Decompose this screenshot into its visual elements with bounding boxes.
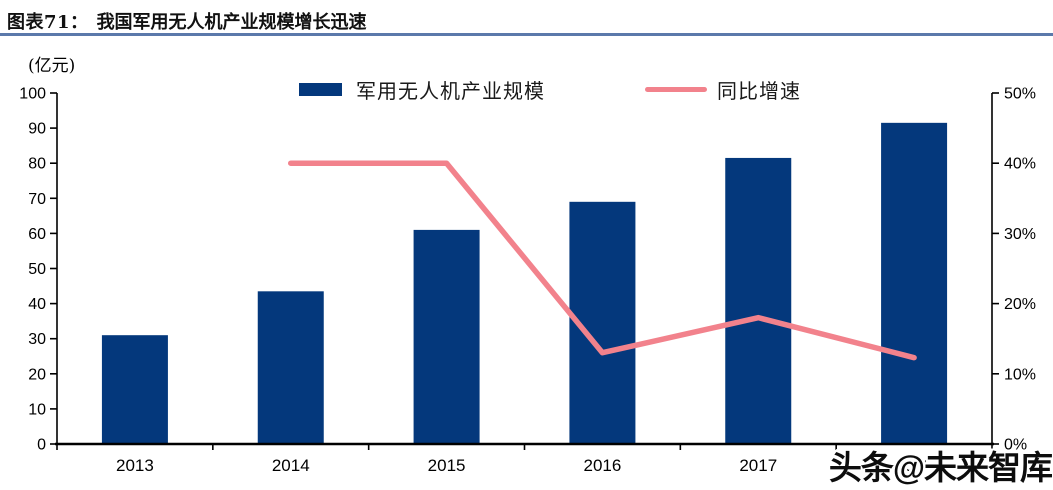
right-axis-tick-label: 20% — [1004, 296, 1036, 313]
chart-legend: 军用无人机产业规模 同比增速 — [299, 75, 801, 104]
bar-2013 — [101, 335, 168, 444]
bar-2017 — [725, 157, 792, 444]
left-axis-tick-label: 70 — [28, 191, 46, 208]
left-axis-tick-label: 20 — [28, 366, 46, 383]
x-axis-label-2014: 2014 — [272, 456, 310, 475]
left-axis-tick-label: 30 — [28, 331, 46, 348]
x-axis-label-2016: 2016 — [584, 456, 622, 475]
left-axis-tick-label: 90 — [28, 121, 46, 138]
x-axis-label-2017: 2017 — [739, 456, 777, 475]
left-axis-tick-label: 80 — [28, 156, 46, 173]
combo-chart: (亿元) 0 10 20 30 40 50 60 70 80 90 100 0% 10% 20% 30% 40%… — [19, 56, 1036, 475]
legend-item-line-series: 同比增速 — [645, 75, 801, 104]
x-axis-label-2013: 2013 — [116, 456, 154, 475]
x-axis-label-2015: 2015 — [428, 456, 466, 475]
left-axis-tick-label: 60 — [28, 226, 46, 243]
bar-series-label: 军用无人机产业规模 — [356, 79, 545, 103]
title-underline — [0, 33, 1053, 36]
left-axis-tick-label: 100 — [19, 86, 46, 103]
left-axis-tick-label: 10 — [28, 401, 46, 418]
right-axis-tick-label: 10% — [1004, 366, 1036, 383]
left-axis-unit-label: (亿元) — [28, 56, 75, 76]
right-axis-tick-label: 30% — [1004, 226, 1036, 243]
right-axis-tick-label: 0% — [1004, 437, 1027, 454]
bar-2015 — [413, 229, 480, 444]
right-axis-tick-label: 40% — [1004, 156, 1036, 173]
line-series-swatch — [645, 87, 707, 92]
bar-2014 — [257, 291, 324, 444]
bar-series-swatch — [299, 83, 342, 96]
line-series-label: 同比增速 — [717, 79, 801, 103]
figure-title-text: 我国军用无人机产业规模增长迅速 — [96, 12, 367, 33]
growth-rate-line — [288, 160, 917, 361]
figure-number: 图表71： — [7, 12, 89, 33]
bar-2018 — [881, 122, 948, 445]
x-axis-label-2018: 2018 — [895, 456, 933, 475]
chart-title: 图表71： 我国军用无人机产业规模增长迅速 — [7, 8, 367, 34]
toutiao-watermark: 头条@未来智库 — [828, 449, 1053, 486]
left-axis-tick-label: 0 — [37, 437, 46, 454]
legend-item-bar-series: 军用无人机产业规模 — [299, 75, 545, 104]
right-axis-tick-label: 50% — [1004, 86, 1036, 103]
left-axis-tick-label: 50 — [28, 261, 46, 278]
left-axis-tick-label: 40 — [28, 296, 46, 313]
